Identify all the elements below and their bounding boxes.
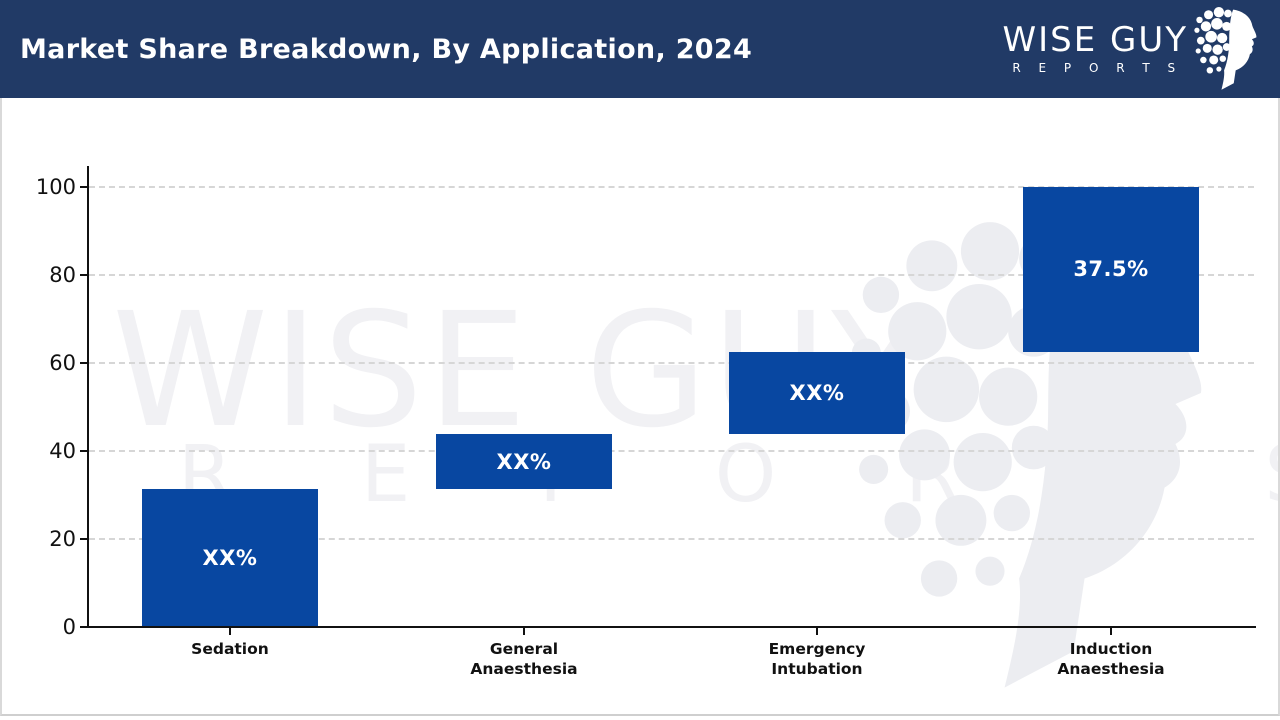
- y-axis-line: [87, 166, 89, 628]
- logo-text: WISE GUY R E P O R T S: [1002, 23, 1188, 75]
- x-category-label: Sedation: [191, 640, 269, 658]
- bar-value-label: 37.5%: [1073, 257, 1149, 282]
- x-tick-mark: [1110, 628, 1112, 635]
- waterfall-chart: XX% XX% XX% 37.5% 0 20 40 60 80 100 Sedation Gene…: [0, 98, 1280, 716]
- y-tick-label: 60: [49, 351, 76, 375]
- header: Market Share Breakdown, By Application, …: [0, 0, 1280, 98]
- grid-line-60: [89, 362, 1254, 364]
- y-tick-mark: [80, 538, 88, 540]
- y-tick-label: 80: [49, 263, 76, 287]
- y-tick-label: 20: [49, 527, 76, 551]
- page-title: Market Share Breakdown, By Application, …: [20, 33, 753, 65]
- grid-line-80: [89, 274, 1254, 276]
- x-tick-mark: [229, 628, 231, 635]
- y-tick-mark: [80, 626, 88, 628]
- bar-value-label: XX%: [789, 380, 845, 405]
- x-category-label: Emergency Intubation: [768, 640, 866, 678]
- grid-line-100: [89, 186, 1254, 188]
- wise-guy-logo: WISE GUY R E P O R T S: [1002, 7, 1262, 91]
- y-tick-mark: [80, 362, 88, 364]
- bar-general-anaesthesia: XX%: [436, 434, 612, 490]
- x-axis-line: [87, 626, 1256, 628]
- logo-subtitle: R E P O R T S: [1012, 61, 1183, 75]
- bar-value-label: XX%: [202, 546, 258, 571]
- y-tick-mark: [80, 186, 88, 188]
- y-tick-label: 40: [49, 439, 76, 463]
- y-tick-label: 0: [62, 615, 76, 639]
- x-tick-mark: [523, 628, 525, 635]
- x-category-label: Induction Anaesthesia: [1057, 640, 1165, 678]
- bar-emergency-intubation: XX%: [729, 351, 905, 435]
- bar-sedation: XX%: [142, 489, 318, 627]
- grid-line-40: [89, 450, 1254, 452]
- x-category-label: General Anaesthesia: [470, 640, 578, 678]
- y-tick-mark: [80, 450, 88, 452]
- x-tick-mark: [816, 628, 818, 635]
- bar-value-label: XX%: [496, 449, 552, 474]
- y-tick-label: 100: [35, 175, 76, 199]
- logo-wordmark: WISE GUY: [1002, 20, 1188, 60]
- bar-induction-anaesthesia: 37.5%: [1023, 186, 1199, 352]
- y-tick-mark: [80, 274, 88, 276]
- grid-line-20: [89, 538, 1254, 540]
- wise-guy-face-icon: [1194, 7, 1257, 90]
